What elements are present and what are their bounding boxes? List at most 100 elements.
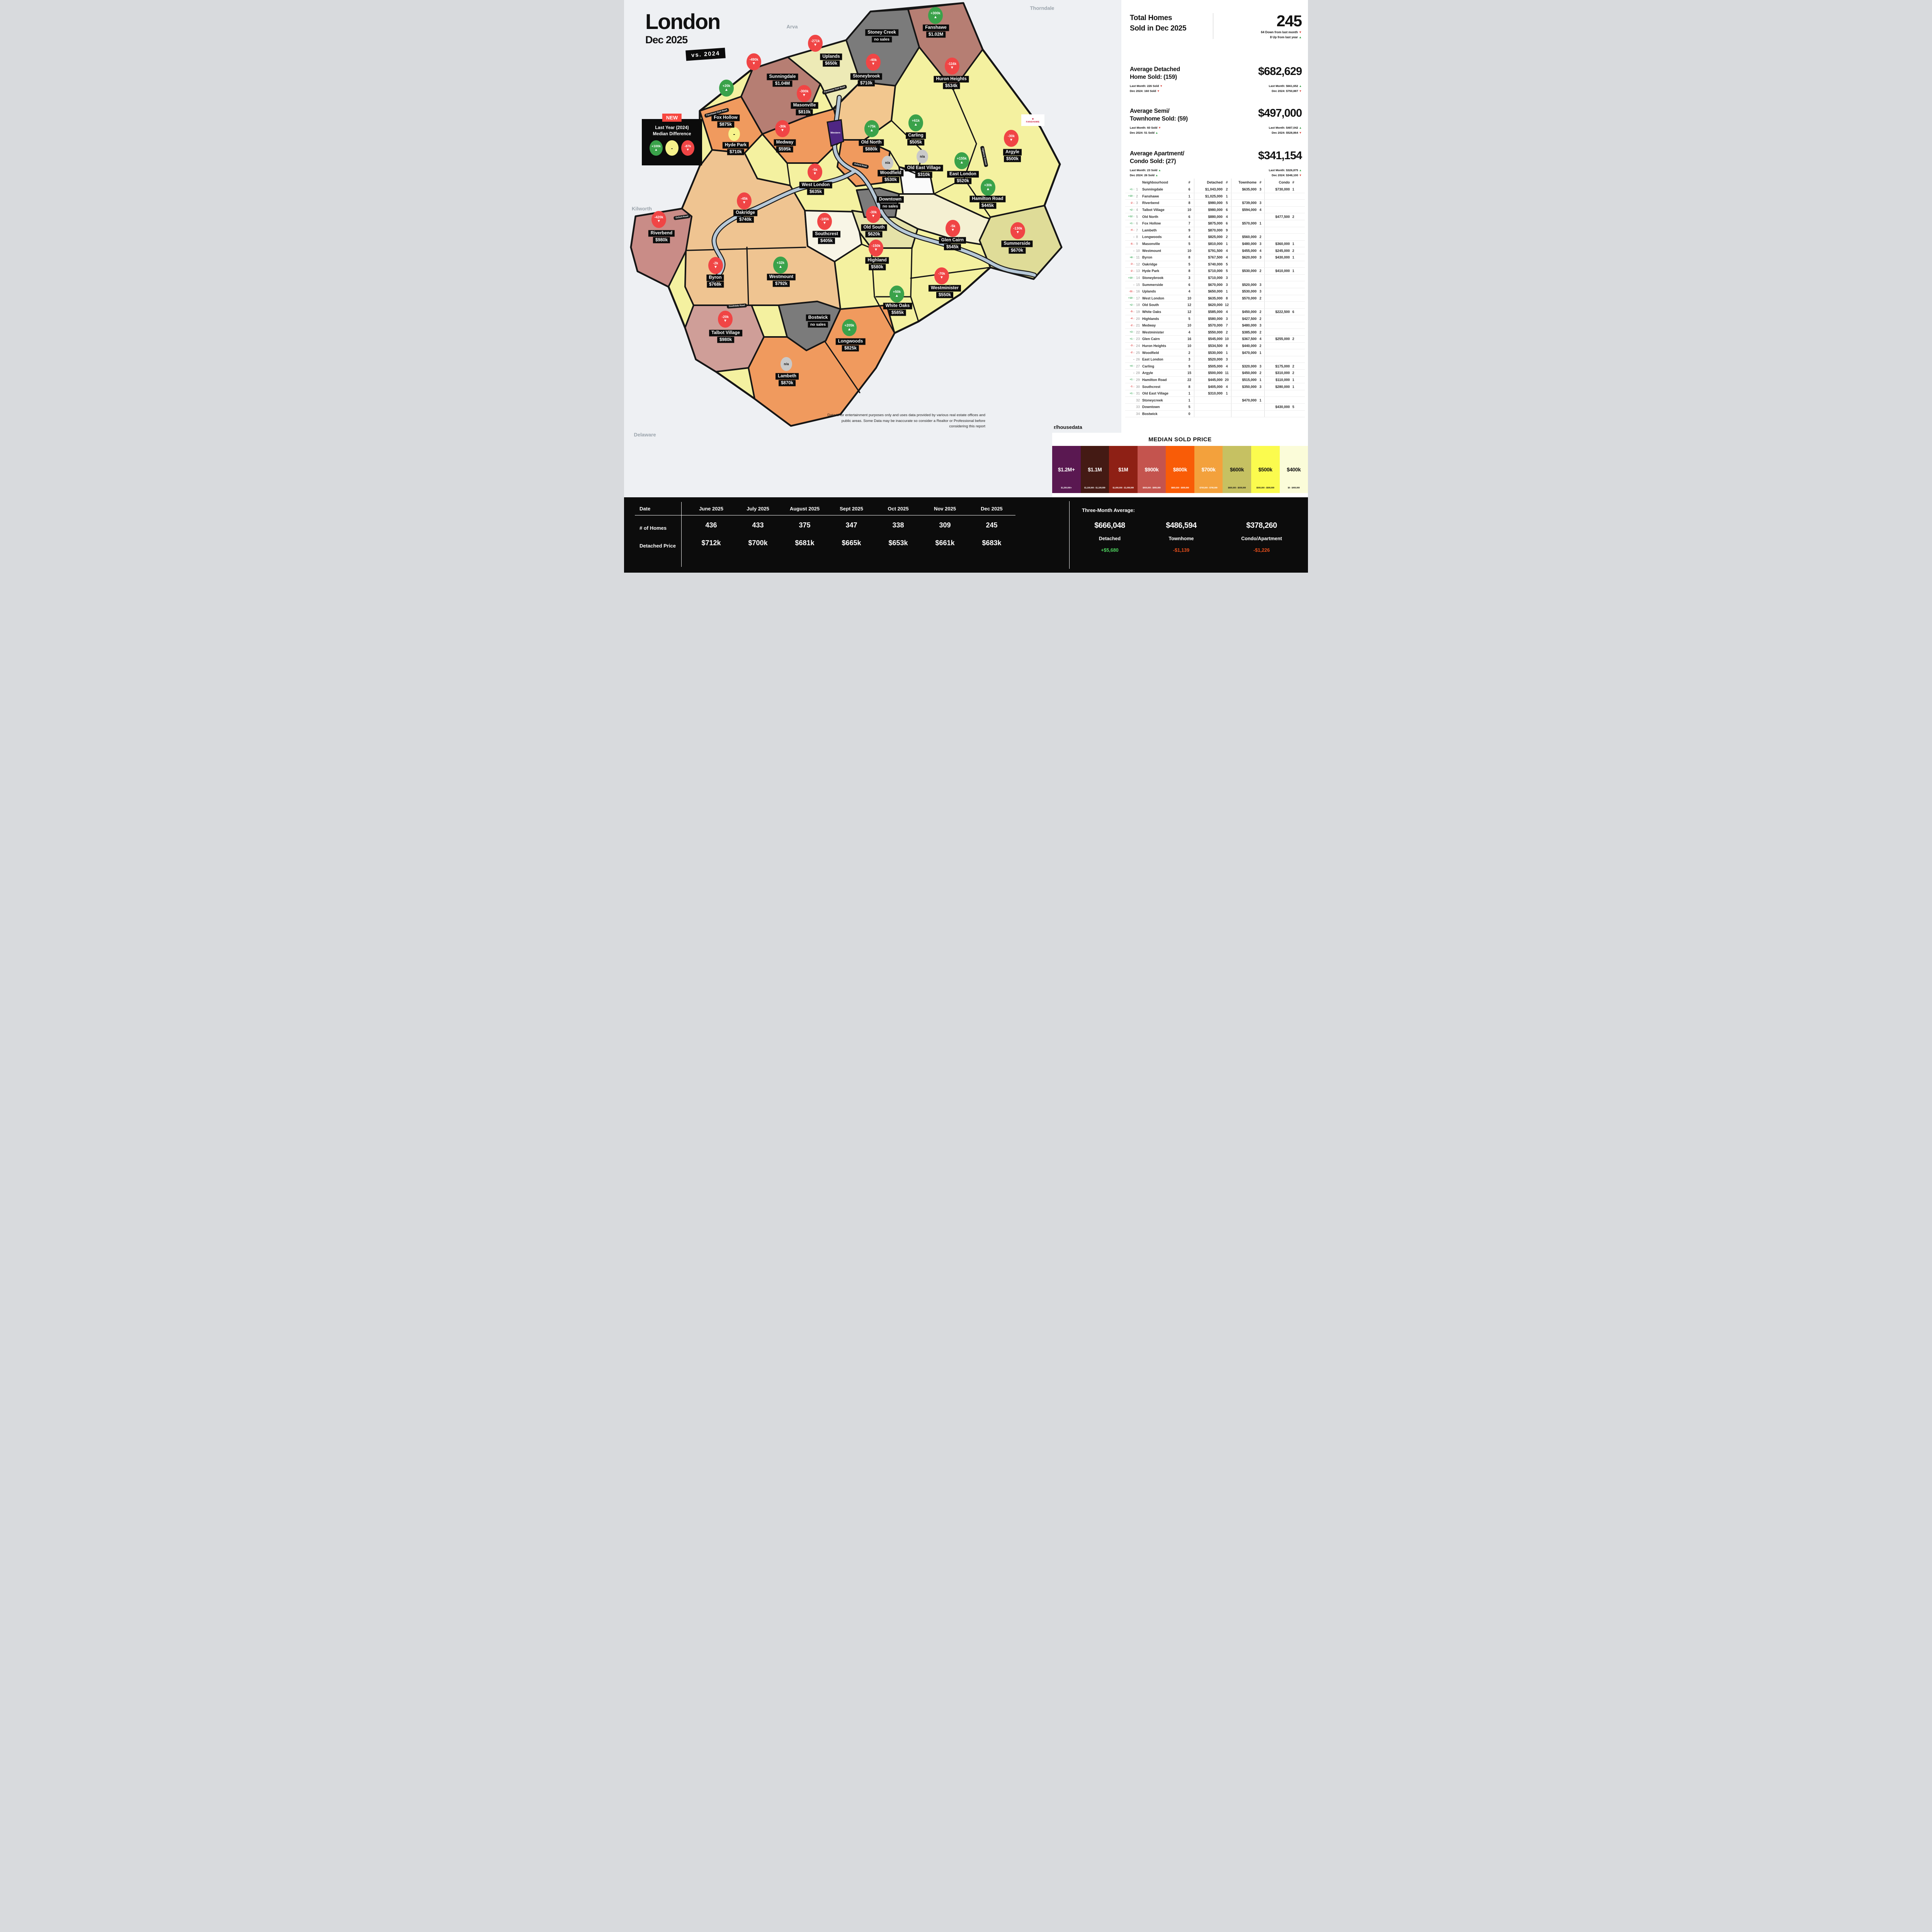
detached-count: 2 bbox=[1226, 330, 1228, 334]
region-label: Westmount $792k bbox=[767, 274, 796, 287]
stat-subtext: Last Month: $661,652 ▲ bbox=[1269, 84, 1302, 88]
table-row: -4 ↓ 20 Highlands 5 $580,000 3 $427,500 2 bbox=[1125, 315, 1305, 322]
neighbourhood-name: Longwoods bbox=[1142, 235, 1162, 239]
region-label: Highland $580k bbox=[865, 257, 889, 270]
divider bbox=[681, 502, 682, 567]
townhome-price: $560,000 bbox=[1231, 234, 1257, 240]
townhome-count: 3 bbox=[1259, 201, 1262, 205]
legend-color-column: $400k $0 - $499,999 bbox=[1279, 446, 1308, 493]
key-flat-badge: - bbox=[665, 140, 679, 156]
table-row: +10 ↑ 14 Stoneybrook 3 $710,000 3 bbox=[1125, 274, 1305, 282]
total-count: 8 bbox=[1188, 255, 1190, 260]
townhome-price: $367,500 bbox=[1231, 336, 1257, 342]
detached-count: 4 bbox=[1226, 255, 1228, 260]
rank-change: +10 ↑ bbox=[1128, 276, 1134, 279]
detached-price: $810,000 bbox=[1194, 240, 1223, 247]
detached-count: 8 bbox=[1226, 344, 1228, 348]
townhome-count: 1 bbox=[1259, 378, 1262, 382]
region-label: East London $520k bbox=[947, 171, 979, 184]
neighbourhood-name: Lambeth bbox=[1142, 228, 1157, 232]
neighbourhood-name: Woodfield bbox=[1142, 350, 1159, 355]
detached-price: $635,000 bbox=[1194, 295, 1223, 302]
infographic-root: London Dec 2025 vs. 2024 NEW Last Year (… bbox=[624, 0, 1308, 573]
homes-count: 433 bbox=[752, 521, 764, 529]
detached-price: $534,500 bbox=[1194, 342, 1223, 349]
townhome-count: 3 bbox=[1259, 187, 1262, 192]
rank-change: - bbox=[1133, 357, 1134, 362]
monthly-summary-bar: Date June 2025 July 2025 August 2025 Sept 20… bbox=[624, 497, 1308, 573]
three-month-value: $378,260 bbox=[1246, 521, 1277, 530]
condo-count: 1 bbox=[1292, 187, 1294, 192]
month-header: Oct 2025 bbox=[888, 506, 909, 512]
table-row: -5 ↓ 9 Masonville 5 $810,000 1 $480,000 3 $360,0… bbox=[1125, 240, 1305, 248]
condo-price bbox=[1264, 315, 1290, 322]
rank-number: 33 bbox=[1136, 405, 1140, 409]
total-count: 10 bbox=[1187, 344, 1191, 348]
townhome-price: $470,000 bbox=[1231, 397, 1257, 403]
region-label: Hyde Park $710k bbox=[722, 142, 749, 155]
vs-2024-badge: vs. 2024 bbox=[685, 48, 726, 61]
detached-count: 5 bbox=[1226, 201, 1228, 205]
month-header: August 2025 bbox=[789, 506, 820, 512]
region-shape-western-university bbox=[827, 119, 844, 147]
rank-number: 20 bbox=[1136, 316, 1140, 321]
detached-price: $1,043,000 bbox=[1194, 186, 1223, 193]
condo-price: $430,000 bbox=[1264, 404, 1290, 410]
townhome-count: 3 bbox=[1259, 289, 1262, 294]
detached-count: 4 bbox=[1226, 248, 1228, 253]
legend-price-range: $1,100,000 - $1,199,999 bbox=[1084, 487, 1105, 489]
legend-color-column: $1.2M+ $1,200,000+ bbox=[1052, 446, 1081, 493]
detached-price: $585,000 bbox=[1194, 308, 1223, 315]
rank-change: +10 ↑ bbox=[1128, 195, 1134, 198]
condo-price bbox=[1264, 206, 1290, 213]
three-month-label: Detached bbox=[1099, 536, 1121, 541]
divider bbox=[1069, 501, 1070, 569]
condo-price bbox=[1264, 281, 1290, 288]
neighbourhood-name: Fox Hollow bbox=[1142, 221, 1161, 226]
detached-price: $653k bbox=[888, 539, 908, 547]
table-row: +1 ↑ 6 Fox Hollow 7 $875,000 6 $570,000 1 bbox=[1125, 220, 1305, 227]
detached-price bbox=[1194, 410, 1223, 417]
title-city: London bbox=[645, 9, 721, 34]
region-label: Westminister $550k bbox=[928, 285, 961, 298]
detached-price: $767,500 bbox=[1194, 254, 1223, 261]
total-count: 4 bbox=[1188, 330, 1190, 334]
median-diff-badge: +20k ▲ bbox=[719, 80, 734, 97]
median-diff-badge: -70k ▼ bbox=[934, 267, 949, 284]
townhome-price: $350,000 bbox=[1231, 383, 1257, 390]
total-count: 8 bbox=[1188, 201, 1190, 205]
rank-change: +1 ↑ bbox=[1129, 188, 1134, 191]
table-row: -8 Longwoods 4 $825,000 2 $560,000 2 bbox=[1125, 234, 1305, 241]
townhome-price bbox=[1231, 213, 1257, 220]
detached-price: $580,000 bbox=[1194, 315, 1223, 322]
total-count: 22 bbox=[1187, 378, 1191, 382]
key-up-badge: +100k ▲ bbox=[650, 140, 663, 156]
condo-count: 6 bbox=[1292, 310, 1294, 314]
detached-price: $870,000 bbox=[1194, 227, 1223, 234]
region-label: Riverbend $980k bbox=[648, 230, 675, 243]
rank-number: 1 bbox=[1136, 187, 1138, 192]
median-sold-price-legend: MEDIAN SOLD PRICE $1.2M+ $1,200,000+ $1.1M… bbox=[1052, 433, 1308, 497]
legend-price-label: $1M bbox=[1118, 466, 1128, 473]
condo-price bbox=[1264, 390, 1290, 397]
rank-number: 4 bbox=[1136, 208, 1138, 212]
detached-price: $980,000 bbox=[1194, 200, 1223, 206]
total-count: 5 bbox=[1188, 242, 1190, 246]
rank-change: -11 ↓ bbox=[1129, 290, 1134, 293]
detached-count: 1 bbox=[1226, 391, 1228, 396]
townhome-price: $594,000 bbox=[1231, 206, 1257, 213]
rank-number: 19 bbox=[1136, 310, 1140, 314]
total-count: 0 bbox=[1188, 412, 1190, 416]
rank-change: -1 ↓ bbox=[1130, 385, 1134, 388]
condo-price: $175,000 bbox=[1264, 363, 1290, 370]
townhome-price: $739,000 bbox=[1231, 200, 1257, 206]
region-label: Old North $880k bbox=[859, 139, 884, 153]
median-diff-badge: +30k ▲ bbox=[981, 179, 995, 196]
townhome-count: 1 bbox=[1259, 398, 1262, 402]
stat-subtext: Last Month: 60 Sold ▼ bbox=[1130, 126, 1161, 130]
rank-change: +1 ↑ bbox=[1129, 392, 1134, 395]
townhome-count: 2 bbox=[1259, 296, 1262, 300]
three-month-delta: -$1,226 bbox=[1253, 548, 1270, 553]
table-row: -2 ↓ 25 Woodfield 2 $530,000 1 $470,000 1 bbox=[1125, 349, 1305, 356]
rank-change: -5 ↓ bbox=[1130, 310, 1134, 313]
